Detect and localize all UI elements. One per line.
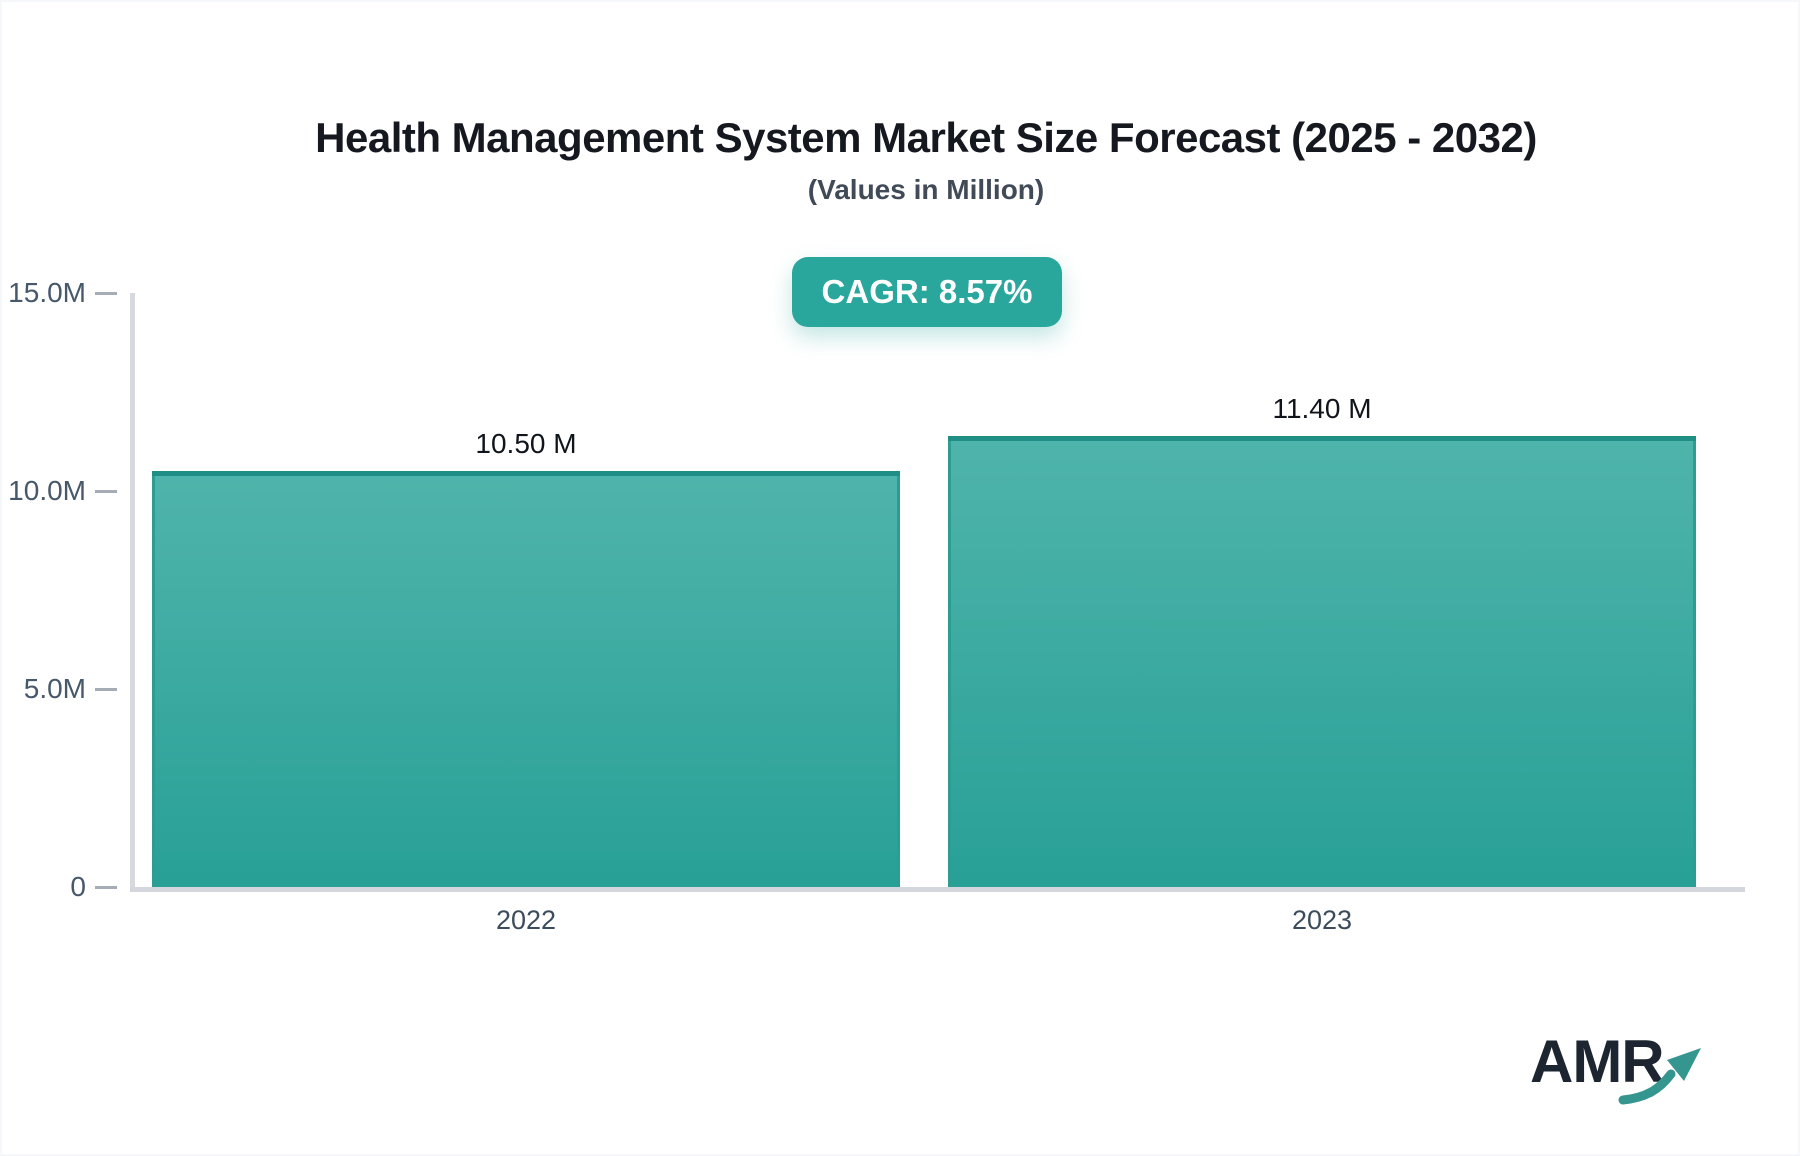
trend-arrow-head [1667,1048,1701,1081]
bar [948,435,1696,887]
y-tick-label: 0 [70,871,86,902]
cagr-badge: CAGR: 8.57% [792,257,1062,327]
bar-value-label: 10.50 M [475,428,577,460]
y-tick-label: 15.0M [8,277,86,308]
y-tick-mark [95,489,117,493]
bar-value-label: 11.40 M [1272,392,1372,424]
y-tick-label: 5.0M [23,673,86,704]
cagr-badge-label: CAGR: 8.57% [821,273,1033,310]
y-tick-mark [95,687,117,691]
amr-logo-text: AMR [1530,1028,1665,1095]
y-tick-mark [95,291,117,295]
x-axis-label: 2022 [495,905,557,935]
chart-title: Health Management System Market Size For… [315,114,1537,161]
trend-arrow-tail [1618,1069,1676,1105]
x-axis-line [130,887,1745,892]
y-axis-line [130,293,135,892]
trend-arrow-icon [1618,1048,1701,1105]
x-axis-label: 2023 [1291,905,1353,935]
y-tick-mark [95,885,117,889]
y-tick-label: 10.0M [8,475,86,506]
chart-subtitle: (Values in Million) [807,174,1045,205]
bar [152,471,900,887]
amr-logo: AMR [1530,1030,1730,1120]
